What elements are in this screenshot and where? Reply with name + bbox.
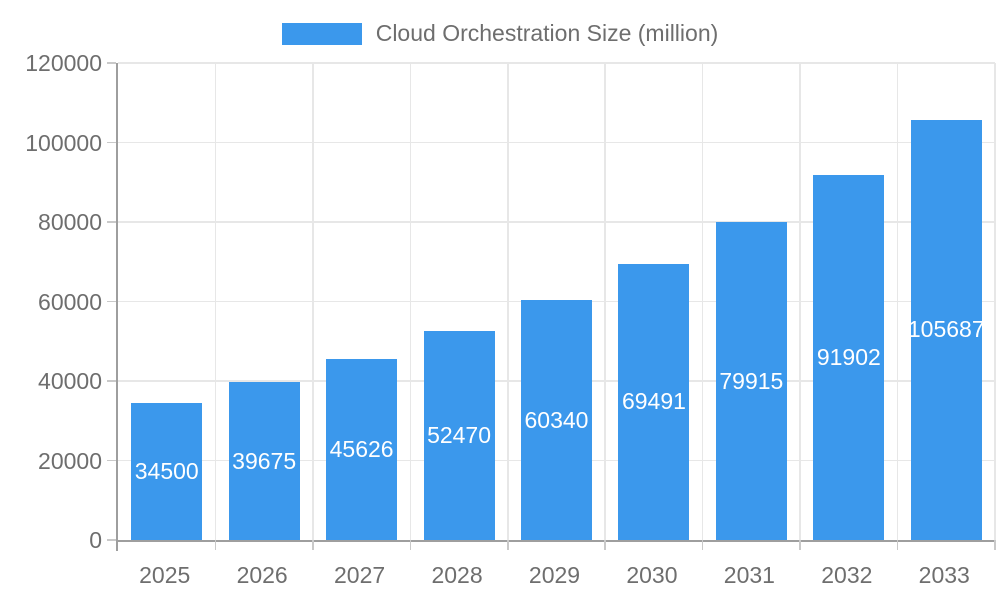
x-tick	[799, 540, 801, 550]
bar-value-label: 34500	[134, 457, 199, 484]
x-tick-label: 2032	[821, 562, 873, 588]
x-gridline	[896, 63, 899, 540]
y-tick	[107, 539, 116, 541]
bar-value-label: 69491	[621, 388, 686, 415]
bar-value-label: 79915	[719, 367, 784, 394]
plot-area: 34500 39675 45626 52470 60340 69491 79915 91902…	[107, 62, 996, 551]
bar[interactable]: 39675	[228, 382, 300, 540]
bar[interactable]: 45626	[326, 358, 398, 540]
bar-value-label: 39675	[232, 447, 297, 474]
x-gridline	[604, 63, 606, 540]
y-tick	[107, 221, 116, 223]
x-tick	[409, 540, 412, 550]
x-tick-label: 2026	[236, 562, 288, 588]
x-tick	[214, 540, 217, 550]
y-tick-label: 40000	[38, 368, 102, 394]
bar[interactable]: 91902	[813, 174, 885, 540]
bar-value-label: 60340	[524, 406, 589, 433]
x-gridline	[799, 63, 801, 540]
x-tick-label: 2030	[626, 562, 678, 588]
y-tick-label: 60000	[38, 288, 102, 315]
x-tick	[896, 540, 899, 550]
x-tick-label: 2029	[528, 562, 581, 588]
bar-value-label: 45626	[329, 435, 394, 462]
bar[interactable]: 34500	[131, 402, 203, 540]
bar[interactable]: 105687	[907, 119, 985, 540]
x-tick-label: 2031	[723, 562, 775, 588]
x-tick-label: 2027	[334, 562, 386, 588]
x-tick-label: 2028	[431, 562, 483, 588]
y-tick-label: 0	[89, 527, 102, 553]
bar-value-label: 91902	[816, 343, 881, 370]
y-tick	[107, 380, 116, 382]
x-tick	[604, 540, 606, 550]
x-gridline	[994, 63, 996, 540]
y-axis-tick	[116, 540, 118, 551]
y-tick-label: 120000	[25, 50, 102, 76]
bar-value-label: 105687	[907, 316, 985, 343]
y-gridline	[118, 62, 995, 64]
x-tick-label: 2033	[918, 562, 970, 588]
x-tick	[312, 540, 314, 550]
legend[interactable]: Cloud Orchestration Size (million)	[0, 20, 1000, 47]
bar-value-label: 52470	[427, 422, 492, 449]
x-gridline	[507, 63, 509, 540]
y-tick	[107, 141, 116, 144]
y-tick	[107, 62, 116, 64]
y-gridline	[118, 221, 995, 223]
y-tick	[107, 300, 116, 303]
y-tick	[107, 459, 116, 462]
bar[interactable]: 69491	[618, 263, 690, 540]
x-gridline	[701, 63, 704, 540]
x-tick	[994, 540, 996, 550]
y-tick-label: 100000	[25, 129, 102, 156]
y-tick-label: 80000	[38, 209, 102, 235]
x-gridline	[409, 63, 412, 540]
legend-swatch	[281, 22, 362, 45]
y-tick-label: 20000	[38, 447, 102, 474]
bar[interactable]: 60340	[521, 300, 592, 540]
bar[interactable]: 52470	[423, 331, 495, 540]
bar[interactable]: 79915	[715, 222, 787, 540]
x-gridline	[214, 63, 217, 540]
x-tick	[701, 540, 704, 550]
x-gridline	[312, 63, 314, 540]
legend-label: Cloud Orchestration Size (million)	[375, 20, 719, 46]
x-tick	[507, 540, 509, 550]
y-gridline	[118, 141, 995, 144]
x-tick-label: 2025	[139, 562, 191, 588]
